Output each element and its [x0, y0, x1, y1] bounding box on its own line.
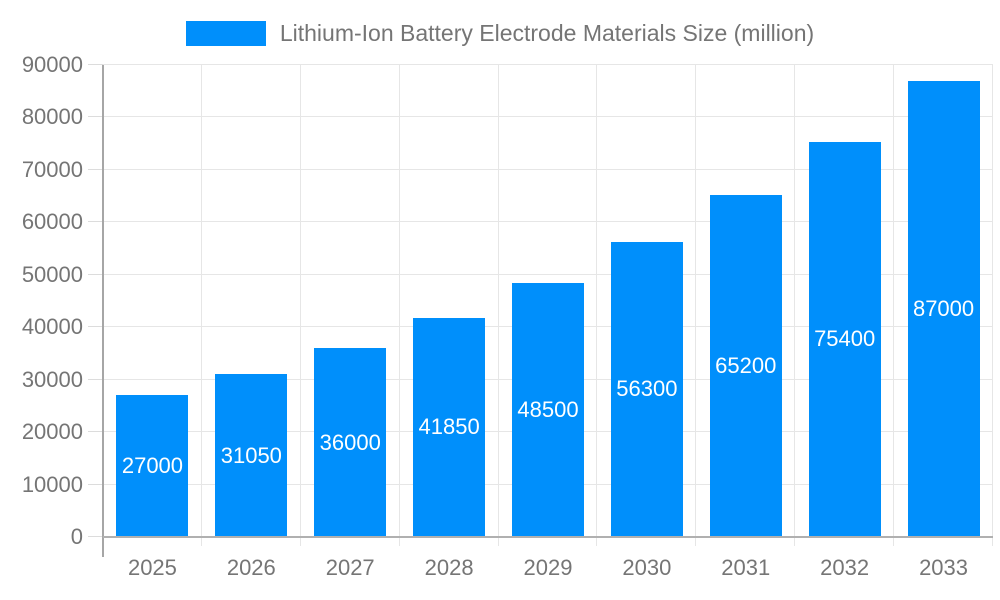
y-axis-label: 0 — [70, 524, 83, 549]
bar-value-label: 65200 — [715, 353, 777, 379]
y-gridline — [103, 116, 993, 118]
legend-swatch[interactable] — [185, 20, 266, 46]
legend-label: Lithium-Ion Battery Electrode Materials … — [279, 19, 815, 46]
chart-legend[interactable]: Lithium-Ion Battery Electrode Materials … — [0, 18, 1000, 48]
x-axis-label-2033: 2033 — [919, 555, 969, 580]
x-axis-label-2026: 2026 — [226, 555, 276, 580]
y-axis-label: 30000 — [21, 366, 83, 392]
bar-2031[interactable]: 65200 — [709, 195, 782, 537]
category-boundary-gridline — [695, 65, 697, 546]
bar-2032[interactable]: 75400 — [808, 141, 881, 537]
bar-value-label: 36000 — [319, 429, 381, 455]
bar-2029[interactable]: 48500 — [512, 282, 584, 537]
x-axis-line — [103, 536, 993, 538]
x-axis-label-2028: 2028 — [424, 555, 474, 580]
y-axis-label: 60000 — [21, 209, 83, 235]
bar-2025[interactable]: 27000 — [116, 395, 189, 537]
category-boundary-gridline — [398, 65, 400, 546]
y-axis-label: 80000 — [21, 104, 83, 130]
y-tick — [88, 483, 103, 485]
bar-2028[interactable]: 41850 — [413, 317, 486, 537]
bar-2026[interactable]: 31050 — [215, 374, 288, 537]
x-axis-label-2025: 2025 — [127, 555, 177, 580]
y-gridline — [103, 168, 993, 170]
y-axis-label: 90000 — [21, 52, 83, 77]
bar-value-label: 87000 — [912, 295, 975, 321]
y-gridline — [103, 221, 993, 223]
y-tick — [88, 116, 103, 118]
category-boundary-gridline — [299, 65, 301, 546]
bar-value-label: 56300 — [616, 376, 678, 402]
y-axis-line — [102, 65, 104, 557]
y-tick — [88, 378, 103, 380]
x-axis-label-2030: 2030 — [622, 555, 672, 580]
y-axis-label: 20000 — [21, 419, 83, 445]
category-boundary-gridline — [893, 65, 895, 546]
bar-2027[interactable]: 36000 — [314, 348, 387, 537]
y-axis-label: 50000 — [21, 261, 83, 287]
bar-value-label: 27000 — [121, 453, 184, 479]
y-gridline — [103, 273, 993, 275]
bar-value-label: 75400 — [814, 326, 876, 352]
category-boundary-gridline — [794, 65, 796, 546]
x-axis-label-2032: 2032 — [820, 555, 870, 580]
y-gridline — [103, 64, 993, 65]
y-tick — [88, 64, 103, 65]
category-boundary-gridline — [992, 65, 993, 546]
category-boundary-gridline — [596, 65, 598, 546]
x-axis-label-2027: 2027 — [325, 555, 375, 580]
x-axis-label-2029: 2029 — [523, 555, 573, 580]
x-axis-label-2031: 2031 — [721, 555, 771, 580]
y-tick — [88, 221, 103, 223]
bar-2030[interactable]: 56300 — [610, 241, 683, 537]
y-tick — [88, 168, 103, 170]
y-tick — [88, 431, 103, 433]
bar-2033[interactable]: 87000 — [907, 80, 980, 537]
category-boundary-gridline — [497, 65, 499, 546]
bar-value-label: 31050 — [220, 442, 282, 468]
y-axis-label: 10000 — [21, 471, 83, 497]
bar-value-label: 48500 — [517, 396, 579, 422]
y-tick — [88, 536, 103, 537]
y-tick — [88, 273, 103, 275]
y-axis-label: 40000 — [21, 314, 83, 340]
y-axis-label: 70000 — [21, 156, 83, 182]
bar-value-label: 41850 — [418, 414, 480, 440]
category-boundary-gridline — [200, 65, 202, 546]
y-tick — [88, 326, 103, 328]
